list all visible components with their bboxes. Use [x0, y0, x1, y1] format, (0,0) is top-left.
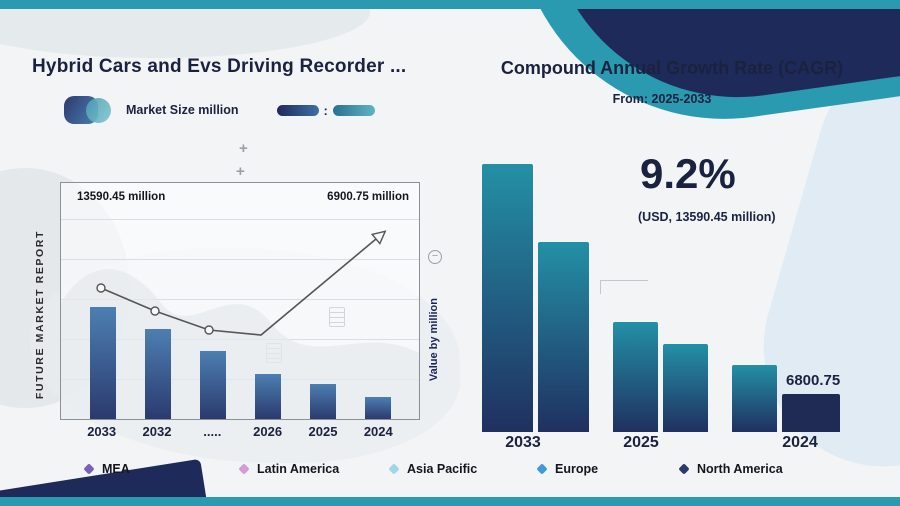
cagr-bar	[782, 394, 840, 432]
market-size-chart: 13590.45 million 6900.75 million	[60, 182, 420, 420]
left-x-label: 2033	[87, 424, 117, 439]
left-x-label: 2026	[253, 424, 283, 439]
right-x-label-2025: 2025	[623, 434, 659, 451]
cagr-detail: (USD, 13590.45 million)	[638, 210, 776, 224]
left-x-label: 2032	[142, 424, 172, 439]
cagr-title: Compound Annual Growth Rate (CAGR)	[500, 58, 844, 78]
legend-item-asia-pacific: Asia Pacific	[388, 462, 478, 476]
bracket-decoration	[600, 280, 648, 294]
legend-dot	[388, 463, 400, 475]
top-accent-strip	[0, 0, 900, 9]
cagr-bar	[613, 322, 658, 432]
right-x-label-2024: 2024	[782, 434, 818, 451]
market-size-icon	[64, 96, 114, 124]
left-x-label: 2025	[308, 424, 338, 439]
legend-dot	[238, 463, 250, 475]
legend-item-europe: Europe	[536, 462, 599, 476]
legend-label: Latin America	[257, 462, 340, 476]
plus-icon: +	[239, 140, 248, 157]
legend-dot	[678, 463, 690, 475]
left-chart-x-axis: 2033 2032..... 2026 2025 2024	[60, 424, 420, 439]
region-legend: MEA Latin America Asia Pacific Europe North …	[0, 462, 900, 492]
right-x-label-2033: 2033	[505, 434, 541, 451]
legend-item-north-america: North America	[678, 462, 783, 476]
cagr-bar	[482, 164, 533, 432]
ratio-pill-teal	[332, 104, 375, 116]
left-x-label: 2024	[363, 424, 393, 439]
page-title: Hybrid Cars and Evs Driving Recorder ...	[32, 56, 407, 77]
cagr-subtitle: From: 2025-2033	[612, 92, 712, 106]
document-watermark-icon	[329, 307, 345, 327]
ratio-separator: :	[323, 102, 328, 118]
market-size-legend: Market Size million :	[64, 96, 375, 124]
cagr-bar	[732, 365, 777, 432]
ratio-pill-dark	[276, 104, 319, 116]
legend-dot	[536, 463, 548, 475]
circle-minus-icon: −	[428, 250, 442, 264]
legend-label: Asia Pacific	[407, 462, 478, 476]
annotation-2033-value: 13590.45 million	[77, 191, 166, 203]
cagr-bar-group-2025	[613, 322, 708, 432]
legend-label: North America	[697, 462, 783, 476]
cagr-bar	[663, 344, 708, 432]
cagr-bar	[538, 242, 589, 432]
cagr-value: 9.2%	[640, 150, 736, 197]
annotation-2024-value: 6900.75 million	[327, 191, 409, 203]
future-market-report-watermark: FUTURE MARKET REPORT	[34, 230, 46, 400]
right-chart-y-axis-label: Value by million	[428, 298, 440, 382]
bottom-accent-strip	[0, 497, 900, 506]
cagr-chart-bars	[482, 164, 840, 432]
market-size-label: Market Size million	[126, 103, 239, 117]
ratio-graphic: :	[276, 102, 375, 118]
legend-label: MEA	[102, 462, 130, 476]
gray-arc-decoration	[0, 0, 370, 58]
legend-label: Europe	[555, 462, 599, 476]
legend-item-mea: MEA	[83, 462, 130, 476]
cagr-bar-group-2024	[732, 365, 840, 432]
cagr-bar-group-2033	[482, 164, 589, 432]
legend-item-latin-america: Latin America	[238, 462, 340, 476]
trend-line-overlay	[96, 230, 387, 336]
plus-icon: +	[236, 163, 245, 180]
legend-dot	[83, 463, 95, 475]
left-x-label: .....	[203, 424, 222, 439]
bar-value-label-2024: 6800.75	[786, 372, 841, 389]
